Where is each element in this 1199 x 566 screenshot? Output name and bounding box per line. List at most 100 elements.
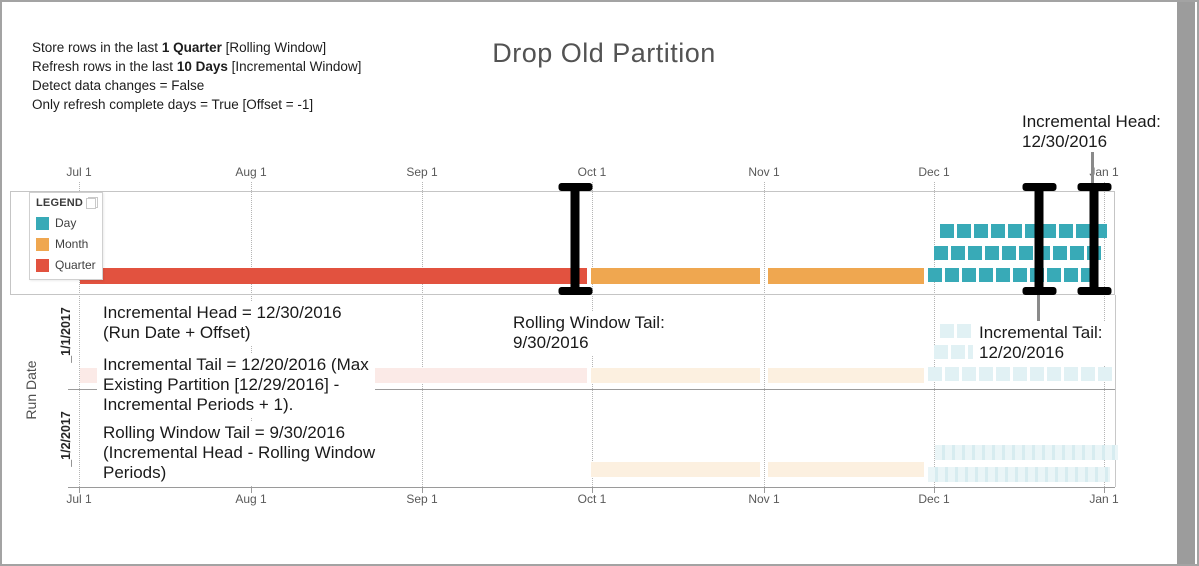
x-axis-tick bbox=[422, 487, 423, 493]
day-partition-square[interactable] bbox=[940, 224, 954, 238]
month-label-top: Sep 1 bbox=[406, 165, 438, 179]
day-partition-square[interactable] bbox=[1002, 246, 1016, 260]
quarter-partition-bar[interactable] bbox=[80, 268, 587, 284]
month-partition-bar-nov-faded-row2[interactable] bbox=[768, 462, 924, 477]
legend: LEGEND Day Month Quarter bbox=[29, 192, 103, 280]
month-label-bottom: Aug 1 bbox=[235, 492, 267, 506]
month-label-bottom: Dec 1 bbox=[918, 492, 950, 506]
month-partition-bar-nov[interactable] bbox=[768, 268, 924, 284]
day-partition-square[interactable] bbox=[951, 246, 965, 260]
day-partitions-strip-upper-row2[interactable] bbox=[935, 445, 1118, 460]
day-partition-square[interactable] bbox=[1013, 268, 1027, 282]
annotation-incremental-tail: Incremental Tail: 12/20/2016 bbox=[973, 321, 1109, 365]
day-partition-square[interactable] bbox=[1070, 246, 1084, 260]
setting-complete-days: Only refresh complete days = True [Offse… bbox=[32, 97, 314, 112]
month-label-top: Oct 1 bbox=[577, 165, 607, 179]
settings-summary: Store rows in the last 1 Quarter [Rollin… bbox=[32, 38, 361, 114]
month-partition-bar-nov-faded-row1[interactable] bbox=[768, 368, 924, 383]
row-separator bbox=[68, 389, 1115, 390]
x-axis-line bbox=[68, 487, 1115, 488]
day-partition-square[interactable] bbox=[940, 324, 954, 338]
copy-pages-icon[interactable] bbox=[86, 197, 98, 209]
y-axis-title: Run Date bbox=[23, 360, 39, 420]
day-partition-square[interactable] bbox=[1098, 367, 1112, 381]
setting-incremental-window: Refresh rows in the last 10 Days [Increm… bbox=[32, 59, 362, 74]
day-partition-square[interactable] bbox=[1059, 224, 1073, 238]
day-partition-square[interactable] bbox=[974, 224, 988, 238]
day-partition-square[interactable] bbox=[934, 345, 948, 359]
month-label-bottom: Sep 1 bbox=[406, 492, 438, 506]
plot-right-border bbox=[1115, 295, 1116, 487]
day-partition-square[interactable] bbox=[928, 268, 942, 282]
month-gridline bbox=[764, 182, 765, 487]
month-label-top: Jan 1 bbox=[1089, 165, 1119, 179]
quarter-swatch bbox=[36, 258, 49, 272]
legend-title: LEGEND bbox=[36, 197, 84, 209]
day-partition-square[interactable] bbox=[945, 268, 959, 282]
day-partition-square[interactable] bbox=[934, 246, 948, 260]
legend-item-day[interactable]: Day bbox=[36, 216, 102, 230]
month-partition-bar-oct-faded-row2[interactable] bbox=[591, 462, 760, 477]
x-axis-tick bbox=[251, 487, 252, 493]
legend-item-month[interactable]: Month bbox=[36, 237, 102, 251]
month-label-bottom: Oct 1 bbox=[577, 492, 607, 506]
annotation-rolling-tail: Rolling Window Tail: 9/30/2016 bbox=[507, 311, 671, 355]
day-partition-square[interactable] bbox=[962, 367, 976, 381]
x-axis-tick bbox=[1104, 487, 1105, 493]
month-label-top: Jul 1 bbox=[66, 165, 92, 179]
legend-header: LEGEND bbox=[36, 197, 102, 209]
legend-item-label: Quarter bbox=[55, 258, 96, 272]
day-partition-square[interactable] bbox=[996, 268, 1010, 282]
annotation-tail-calc: Incremental Tail = 12/20/2016 (Max Exist… bbox=[97, 353, 375, 417]
day-partition-square[interactable] bbox=[979, 367, 993, 381]
day-partition-square[interactable] bbox=[1047, 268, 1061, 282]
day-partition-square[interactable] bbox=[1076, 224, 1090, 238]
day-partition-square[interactable] bbox=[985, 246, 999, 260]
marker-incremental-head bbox=[1089, 183, 1099, 295]
day-partition-square[interactable] bbox=[991, 224, 1005, 238]
day-partition-square[interactable] bbox=[1053, 246, 1067, 260]
month-partition-bar-oct[interactable] bbox=[591, 268, 760, 284]
day-swatch bbox=[36, 216, 49, 230]
day-partition-square[interactable] bbox=[1019, 246, 1033, 260]
day-partition-square[interactable] bbox=[962, 268, 976, 282]
month-gridline bbox=[934, 182, 935, 487]
legend-item-quarter[interactable]: Quarter bbox=[36, 258, 102, 272]
day-partition-square[interactable] bbox=[1013, 367, 1027, 381]
day-partitions-strip-lower-row2[interactable] bbox=[928, 467, 1110, 482]
window-scroll-strip[interactable] bbox=[1177, 2, 1195, 564]
day-partition-square[interactable] bbox=[1008, 224, 1022, 238]
day-partition-square[interactable] bbox=[1064, 367, 1078, 381]
month-gridline bbox=[79, 182, 80, 487]
day-partition-square[interactable] bbox=[951, 345, 965, 359]
day-partition-square[interactable] bbox=[957, 224, 971, 238]
month-partition-bar-oct-faded-row1[interactable] bbox=[591, 368, 760, 383]
legend-item-label: Month bbox=[55, 237, 89, 251]
run-date-label-1: _1/1/2017 bbox=[59, 307, 73, 363]
month-label-top: Nov 1 bbox=[748, 165, 780, 179]
day-partition-square[interactable] bbox=[928, 367, 942, 381]
setting-rolling-window: Store rows in the last 1 Quarter [Rollin… bbox=[32, 40, 327, 55]
day-partition-square[interactable] bbox=[957, 324, 971, 338]
day-partition-square[interactable] bbox=[979, 268, 993, 282]
annotation-rolling-calc: Rolling Window Tail = 9/30/2016 (Increme… bbox=[97, 421, 382, 485]
legend-item-label: Day bbox=[55, 216, 77, 230]
x-axis-tick bbox=[934, 487, 935, 493]
x-axis-tick bbox=[79, 487, 80, 493]
day-partition-square[interactable] bbox=[1081, 367, 1095, 381]
month-swatch bbox=[36, 237, 49, 251]
x-axis-tick bbox=[764, 487, 765, 493]
day-partition-square[interactable] bbox=[968, 246, 982, 260]
day-partition-square[interactable] bbox=[1030, 367, 1044, 381]
legend-items: Day Month Quarter bbox=[36, 216, 102, 272]
month-label-top: Dec 1 bbox=[918, 165, 950, 179]
incremental-head-callout: Incremental Head: 12/30/2016 bbox=[1022, 112, 1161, 151]
day-partition-square[interactable] bbox=[996, 367, 1010, 381]
day-partition-square[interactable] bbox=[1064, 268, 1078, 282]
day-partition-square[interactable] bbox=[945, 367, 959, 381]
month-label-bottom: Nov 1 bbox=[748, 492, 780, 506]
month-label-bottom: Jul 1 bbox=[66, 492, 92, 506]
day-partition-square[interactable] bbox=[1047, 367, 1061, 381]
day-partition-square[interactable] bbox=[1042, 224, 1056, 238]
